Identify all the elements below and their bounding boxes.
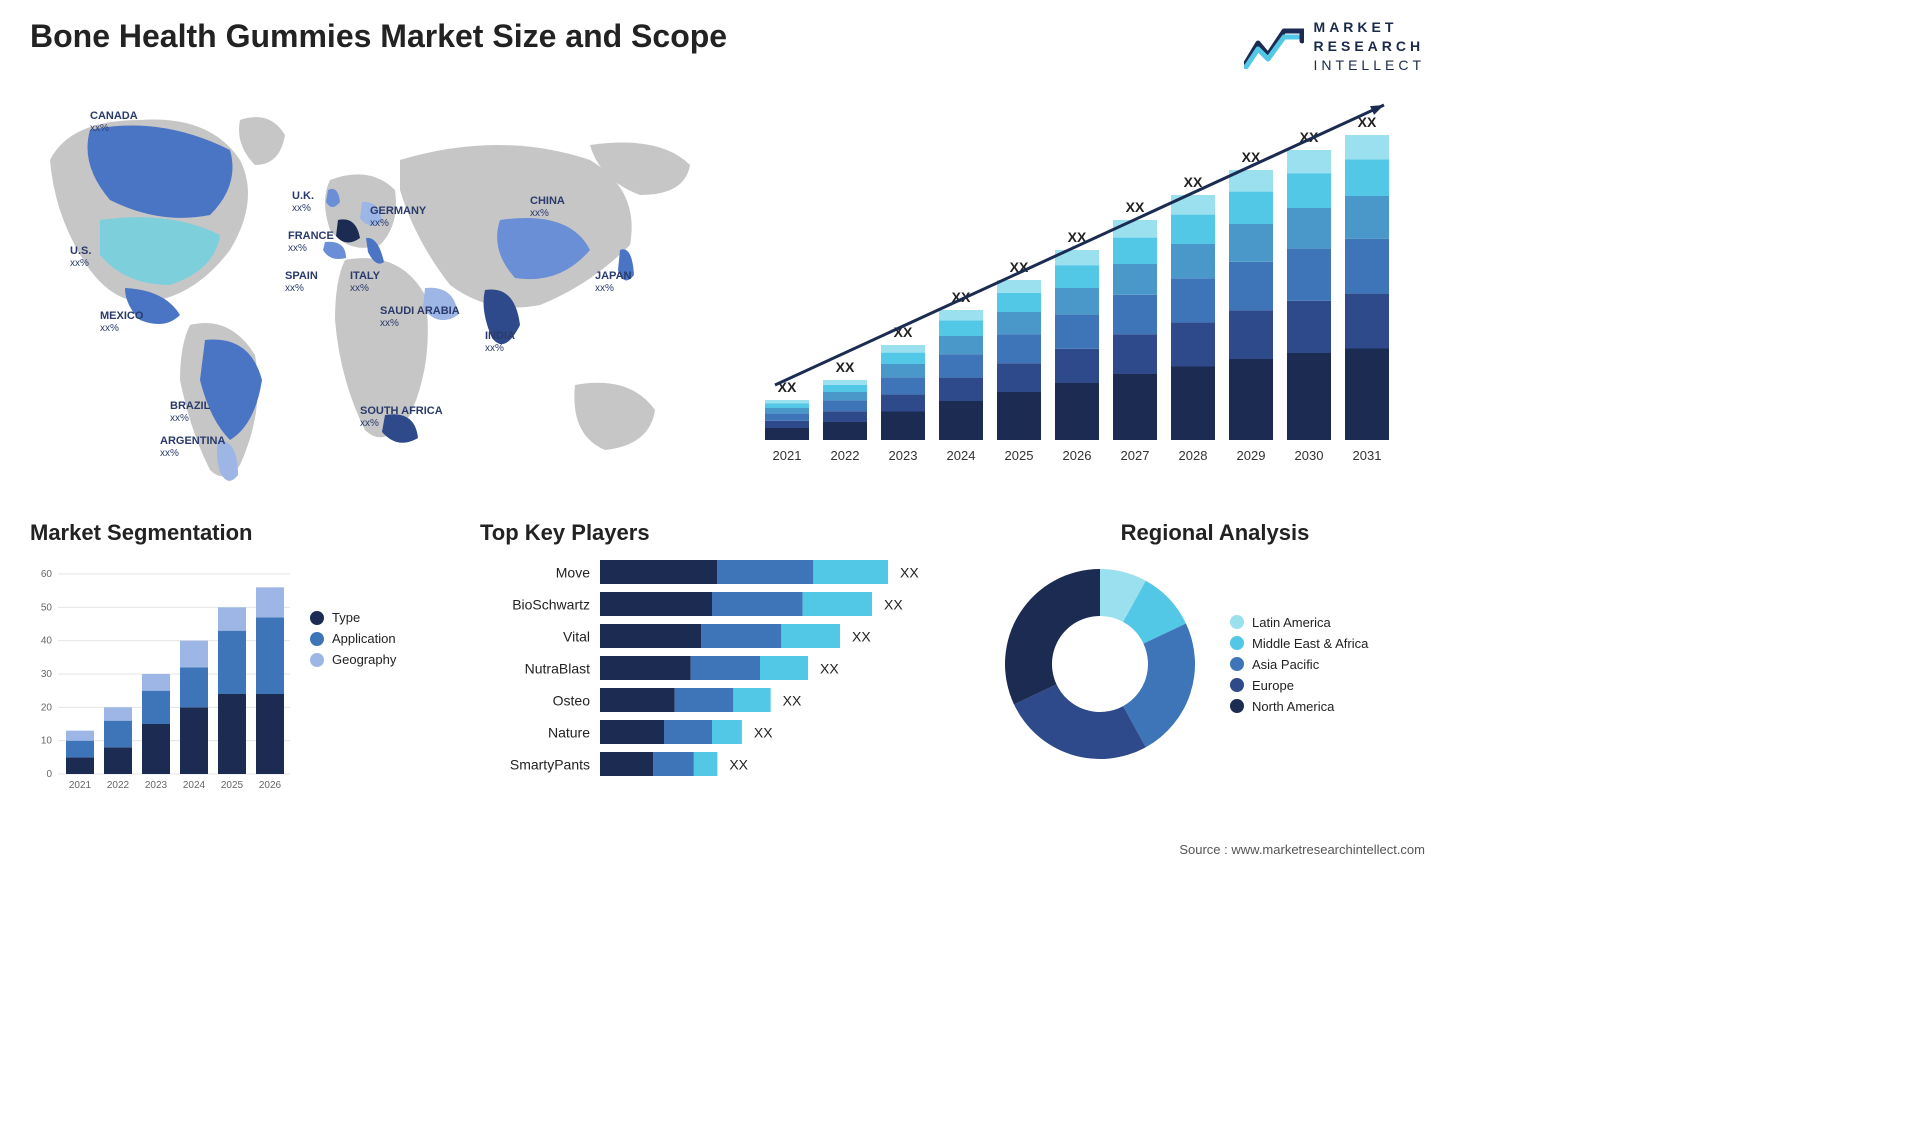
regional-legend-item: Asia Pacific xyxy=(1230,657,1368,672)
svg-text:XX: XX xyxy=(820,660,839,676)
svg-text:2022: 2022 xyxy=(831,448,860,463)
logo-line2: RESEARCH xyxy=(1314,37,1425,56)
svg-text:XX: XX xyxy=(884,596,903,612)
svg-text:2022: 2022 xyxy=(107,780,130,791)
svg-text:XX: XX xyxy=(783,692,802,708)
svg-text:XX: XX xyxy=(900,564,919,580)
map-label-spain: SPAINxx% xyxy=(285,270,318,294)
regional-title: Regional Analysis xyxy=(1000,520,1430,546)
regional-legend: Latin America Middle East & Africa Asia Pa… xyxy=(1230,609,1368,720)
svg-text:20: 20 xyxy=(41,702,53,713)
svg-text:2026: 2026 xyxy=(1063,448,1092,463)
svg-text:BioSchwartz: BioSchwartz xyxy=(512,596,590,612)
svg-text:2024: 2024 xyxy=(183,780,206,791)
map-label-argentina: ARGENTINAxx% xyxy=(160,435,225,459)
regional-legend-item: Latin America xyxy=(1230,615,1368,630)
svg-text:2031: 2031 xyxy=(1353,448,1382,463)
source-text: Source : www.marketresearchintellect.com xyxy=(1179,842,1425,857)
logo-line1: MARKET xyxy=(1314,18,1425,37)
svg-text:Nature: Nature xyxy=(548,724,590,740)
map-label-saudiarabia: SAUDI ARABIAxx% xyxy=(380,305,460,329)
svg-text:XX: XX xyxy=(836,359,855,375)
map-label-us: U.S.xx% xyxy=(70,245,91,269)
svg-text:Vital: Vital xyxy=(563,628,590,644)
segmentation-legend-item: Application xyxy=(310,631,396,646)
map-label-canada: CANADAxx% xyxy=(90,110,138,134)
svg-text:2024: 2024 xyxy=(947,448,976,463)
segmentation-legend: Type Application Geography xyxy=(310,604,396,673)
svg-text:2026: 2026 xyxy=(259,780,282,791)
logo-line3: INTELLECT xyxy=(1314,56,1425,75)
svg-text:2030: 2030 xyxy=(1295,448,1324,463)
svg-text:2023: 2023 xyxy=(145,780,168,791)
svg-text:SmartyPants: SmartyPants xyxy=(510,756,590,772)
svg-text:XX: XX xyxy=(754,724,773,740)
map-label-japan: JAPANxx% xyxy=(595,270,631,294)
svg-text:Osteo: Osteo xyxy=(553,692,591,708)
brand-logo: MARKET RESEARCH INTELLECT xyxy=(1244,18,1425,75)
svg-text:30: 30 xyxy=(41,669,53,680)
segmentation-legend-item: Type xyxy=(310,610,396,625)
segmentation-title: Market Segmentation xyxy=(30,520,460,546)
regional-legend-item: Middle East & Africa xyxy=(1230,636,1368,651)
svg-text:XX: XX xyxy=(1126,199,1145,215)
svg-text:XX: XX xyxy=(852,628,871,644)
world-map: CANADAxx% U.S.xx% MEXICOxx% BRAZILxx% ARGENT… xyxy=(30,90,710,490)
svg-text:XX: XX xyxy=(1184,174,1203,190)
svg-text:XX: XX xyxy=(729,756,748,772)
map-label-mexico: MEXICOxx% xyxy=(100,310,143,334)
svg-text:10: 10 xyxy=(41,736,53,747)
logo-icon xyxy=(1244,23,1304,69)
players-title: Top Key Players xyxy=(480,520,980,546)
map-label-india: INDIAxx% xyxy=(485,330,515,354)
svg-text:2029: 2029 xyxy=(1237,448,1266,463)
map-label-italy: ITALYxx% xyxy=(350,270,380,294)
map-label-france: FRANCExx% xyxy=(288,230,334,254)
svg-text:2021: 2021 xyxy=(773,448,802,463)
map-label-southafrica: SOUTH AFRICAxx% xyxy=(360,405,443,429)
map-label-brazil: BRAZILxx% xyxy=(170,400,210,424)
svg-text:Move: Move xyxy=(556,564,590,580)
regional-legend-item: Europe xyxy=(1230,678,1368,693)
svg-text:2028: 2028 xyxy=(1179,448,1208,463)
svg-text:50: 50 xyxy=(41,602,53,613)
top-key-players: Top Key Players Move XX BioSchwartz XX Vital… xyxy=(480,520,980,809)
map-label-china: CHINAxx% xyxy=(530,195,565,219)
svg-text:2025: 2025 xyxy=(221,780,244,791)
page-title: Bone Health Gummies Market Size and Scop… xyxy=(30,18,727,55)
growth-chart-svg: XX2021XX2022XX2023XX2024XX2025XX2026XX20… xyxy=(745,80,1425,480)
svg-text:60: 60 xyxy=(41,569,53,580)
market-segmentation: Market Segmentation 0 10 20 30 40 50 60 2021 202… xyxy=(30,520,460,799)
svg-text:40: 40 xyxy=(41,636,53,647)
players-chart: Move XX BioSchwartz XX Vital XX NutraBlast XX Os… xyxy=(480,554,980,804)
growth-chart: XX2021XX2022XX2023XX2024XX2025XX2026XX20… xyxy=(745,80,1425,480)
svg-text:2021: 2021 xyxy=(69,780,92,791)
svg-text:2025: 2025 xyxy=(1005,448,1034,463)
map-label-germany: GERMANYxx% xyxy=(370,205,426,229)
regional-legend-item: North America xyxy=(1230,699,1368,714)
svg-text:2027: 2027 xyxy=(1121,448,1150,463)
segmentation-legend-item: Geography xyxy=(310,652,396,667)
segmentation-chart: 0 10 20 30 40 50 60 2021 2022 2023 2024 2025 2026 xyxy=(30,554,290,794)
svg-text:2023: 2023 xyxy=(889,448,918,463)
svg-text:NutraBlast: NutraBlast xyxy=(525,660,590,676)
regional-analysis: Regional Analysis Latin America Middle Ea… xyxy=(1000,520,1430,774)
svg-text:0: 0 xyxy=(46,769,52,780)
regional-donut xyxy=(1000,554,1210,774)
map-label-uk: U.K.xx% xyxy=(292,190,314,214)
